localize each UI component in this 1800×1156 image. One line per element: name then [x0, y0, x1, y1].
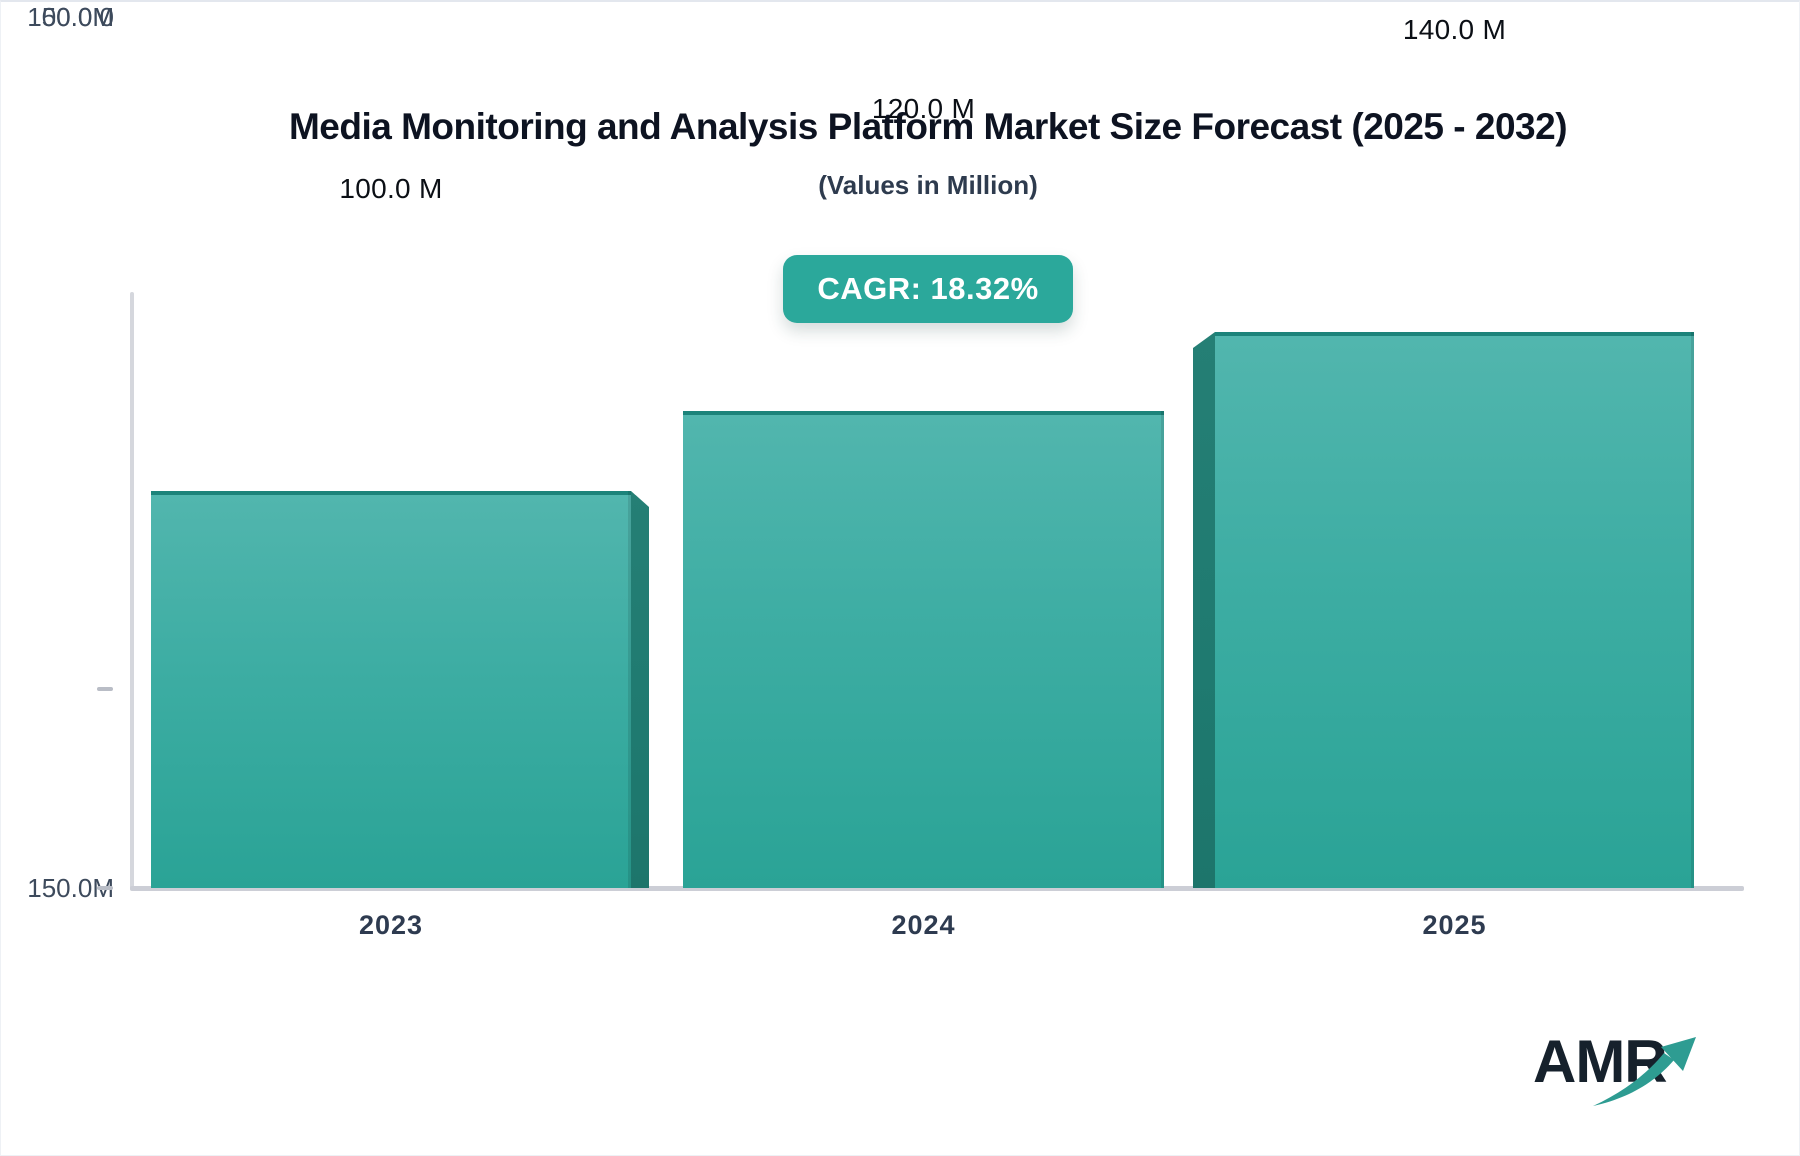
y-axis-tick-mark	[97, 687, 113, 691]
y-axis-tick-mark	[97, 886, 113, 890]
x-axis-line	[130, 886, 1744, 891]
bar-group-2025: 140.0 M 2025	[1193, 2, 1694, 940]
bar-2023	[151, 491, 649, 888]
bar-2025	[1193, 332, 1694, 888]
amr-logo: AMR	[1533, 1030, 1703, 1120]
growth-arrow-icon	[1593, 1037, 1696, 1106]
y-axis-tick-label: 0	[99, 2, 114, 32]
bar-value-label: 100.0 M	[339, 173, 443, 204]
bar-value-label: 140.0 M	[1402, 14, 1507, 45]
y-axis-tick-label: 50.0M	[41, 2, 114, 32]
bar-group-2023: 100.0 M 2023	[151, 2, 649, 940]
y-axis-line	[130, 292, 134, 890]
chart-title: Media Monitoring and Analysis Platform M…	[288, 106, 1568, 147]
x-axis-category-label: 2025	[1422, 910, 1487, 940]
y-axis-tick-label: 100.0M	[27, 2, 114, 32]
x-axis-category-label: 2023	[358, 910, 424, 940]
bar-2024	[683, 411, 1164, 888]
chart-subtitle: (Values in Million)	[818, 170, 1038, 200]
bar-3d-side-face	[1193, 332, 1215, 888]
cagr-badge-row: CAGR: 18.32%	[57, 255, 1799, 323]
bar-3d-side-face	[631, 491, 649, 888]
x-axis-category-label: 2024	[891, 910, 956, 940]
bar-value-label: 120.0 M	[871, 93, 976, 124]
cagr-badge: CAGR: 18.32%	[783, 255, 1073, 323]
bar-group-2024: 120.0 M 2024	[683, 2, 1164, 940]
